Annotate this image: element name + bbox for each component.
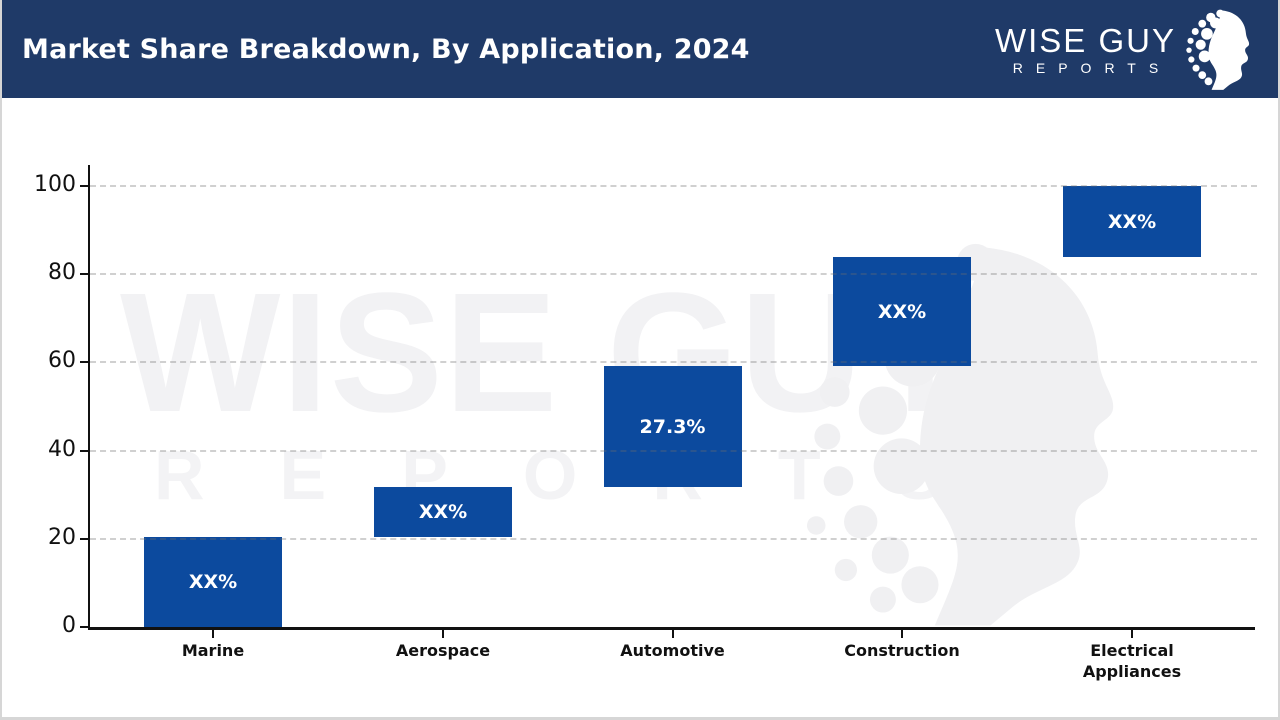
y-tick-0: [80, 626, 88, 628]
x-axis-line: [88, 627, 1255, 630]
bar-value-label-construction: XX%: [877, 300, 927, 323]
x-tick-1: [212, 630, 214, 638]
x-tick-5: [1131, 630, 1133, 638]
y-axis-line: [88, 165, 90, 630]
y-tick-label-60: 60: [48, 348, 76, 374]
bar-construction: XX%: [833, 257, 971, 367]
y-tick-label-20: 20: [48, 524, 76, 550]
wise-guy-reports-logo: WISE GUY REPORTS: [995, 8, 1256, 90]
y-tick-label-0: 0: [62, 613, 76, 638]
x-category-label-1: Marine: [181, 641, 245, 660]
logo-head-icon: [1186, 9, 1250, 90]
y-tick-label-40: 40: [48, 436, 76, 462]
x-category-label-2: Aerospace: [395, 641, 491, 660]
x-category-label-3: Automotive: [620, 641, 725, 660]
logo-wordmark: WISE GUY REPORTS: [995, 24, 1176, 75]
gridline-40: [90, 449, 1257, 452]
y-tick-40: [80, 449, 88, 452]
x-tick-4: [901, 630, 903, 638]
bar-aerospace: XX%: [374, 486, 512, 538]
bar-value-label-marine: XX%: [188, 571, 238, 593]
chart-title: Market Share Breakdown, By Application, …: [22, 33, 750, 65]
bar-value-label-aerospace: XX%: [418, 500, 468, 523]
plot-area: WISE GUY REPORTS 0 20 40 60 80 100 XX% XX% 27.3%…: [2, 98, 1278, 717]
header-band: Market Share Breakdown, By Application, …: [2, 0, 1278, 98]
bar-automotive: 27.3%: [603, 366, 742, 487]
bar-value-label-automotive: 27.3%: [639, 415, 706, 438]
y-tick-100: [80, 185, 88, 187]
gridline-60: [90, 361, 1257, 364]
watermark-text-line2: REPORTS: [154, 436, 1018, 514]
x-category-label-4: Construction: [844, 641, 960, 660]
y-tick-20: [80, 537, 88, 540]
x-tick-3: [671, 630, 674, 638]
x-tick-2: [442, 630, 444, 638]
y-tick-60: [80, 361, 88, 364]
logo-line1: WISE GUY: [994, 21, 1176, 59]
gridline-100: [90, 185, 1257, 187]
bar-marine: XX%: [144, 537, 282, 627]
y-tick-80: [80, 273, 88, 276]
bar-value-label-electrical-appliances: XX%: [1107, 210, 1157, 233]
x-category-label-5: Electrical Appliances: [1082, 641, 1182, 681]
y-tick-label-100: 100: [34, 172, 76, 197]
logo-line2: REPORTS: [1012, 59, 1172, 76]
gridline-20: [90, 537, 1257, 540]
y-tick-label-80: 80: [48, 260, 76, 286]
gridline-80: [90, 273, 1257, 276]
bar-electrical-appliances: XX%: [1063, 186, 1201, 258]
